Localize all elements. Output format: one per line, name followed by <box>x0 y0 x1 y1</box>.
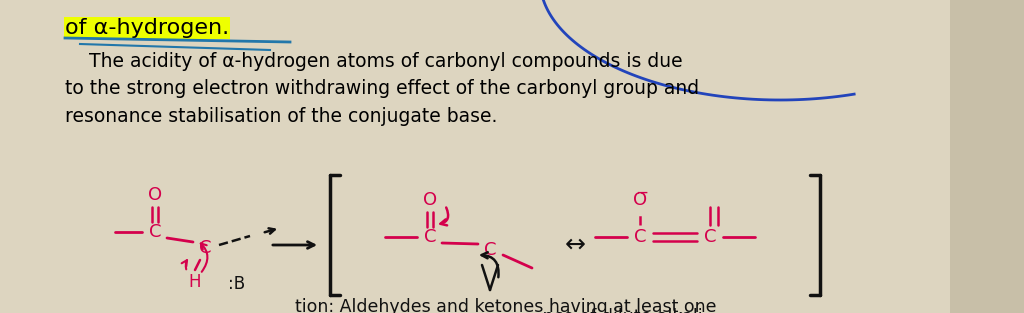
Text: :B: :B <box>228 275 246 293</box>
Text: O̅: O̅ <box>633 191 647 209</box>
Text: C: C <box>634 228 646 246</box>
Text: C: C <box>148 223 161 241</box>
Text: O: O <box>147 186 162 204</box>
Text: ↔: ↔ <box>564 233 586 257</box>
FancyBboxPatch shape <box>0 0 950 313</box>
Text: The acidity of α-hydrogen atoms of carbonyl compounds is due
to the strong elect: The acidity of α-hydrogen atoms of carbo… <box>65 52 699 126</box>
Text: tion: Aldehydes and ketones having at least one: tion: Aldehydes and ketones having at le… <box>295 298 717 313</box>
Text: O: O <box>423 191 437 209</box>
Text: C: C <box>703 228 716 246</box>
Text: C: C <box>424 228 436 246</box>
Text: of α-hydrogen.: of α-hydrogen. <box>65 18 229 38</box>
Text: nce of dilute alkali: nce of dilute alkali <box>295 308 702 313</box>
Text: H: H <box>188 273 202 291</box>
Text: C: C <box>483 241 497 259</box>
Text: C: C <box>199 239 211 257</box>
